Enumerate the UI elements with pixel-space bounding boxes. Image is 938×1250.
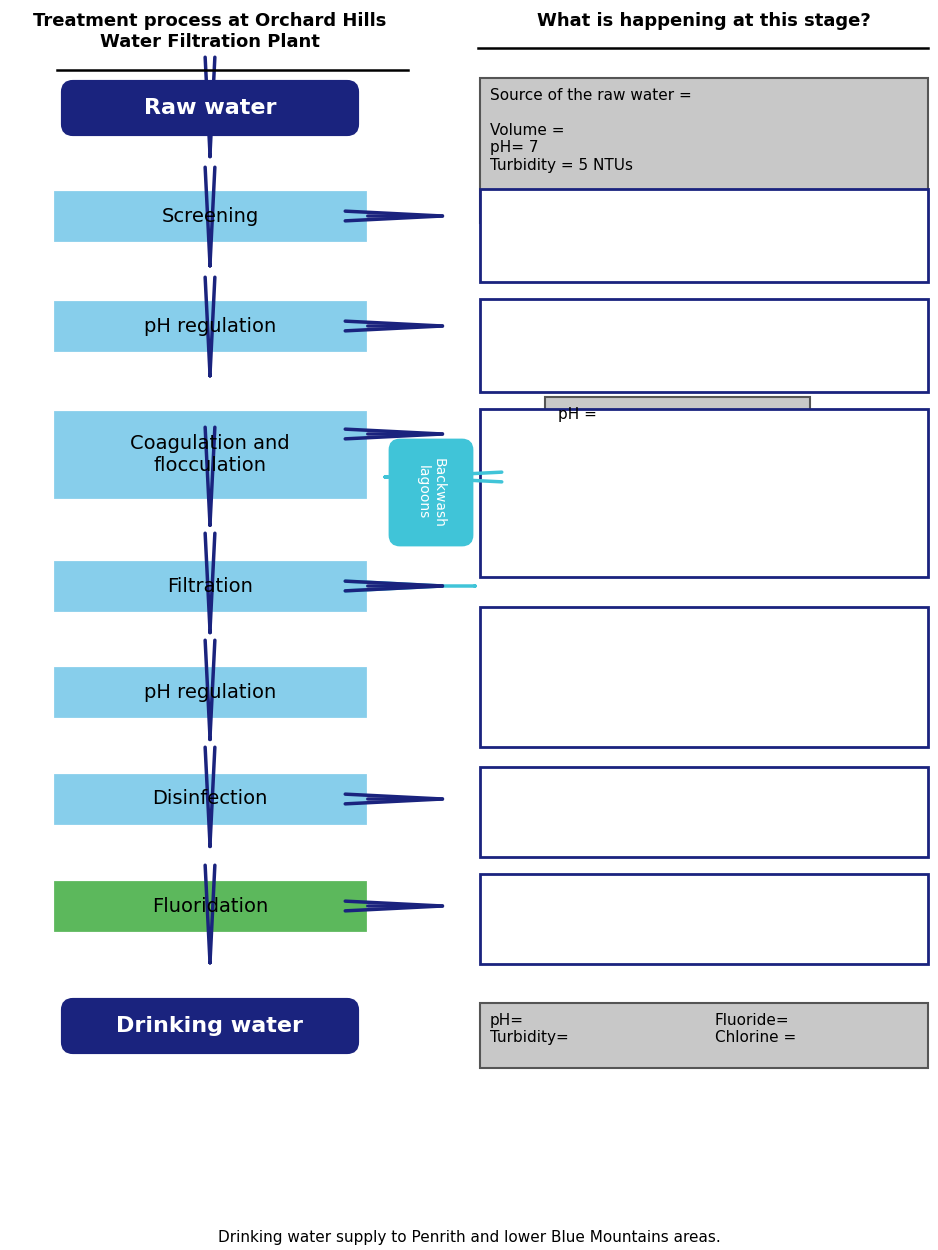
- Bar: [480, 409, 928, 578]
- Bar: [480, 189, 928, 282]
- Text: Backwash
lagoons: Backwash lagoons: [416, 458, 446, 528]
- Bar: [55, 775, 365, 822]
- FancyBboxPatch shape: [63, 1000, 357, 1052]
- Text: Fluoridation: Fluoridation: [152, 896, 268, 915]
- Text: Drinking water: Drinking water: [116, 1016, 304, 1036]
- Text: Fluoride=
Chlorine =: Fluoride= Chlorine =: [715, 1013, 796, 1045]
- Text: pH regulation: pH regulation: [144, 316, 276, 335]
- Bar: [55, 412, 365, 498]
- Text: Disinfection: Disinfection: [152, 790, 267, 809]
- Bar: [480, 608, 928, 748]
- Text: Source of the raw water =

Volume =
pH= 7
Turbidity = 5 NTUs: Source of the raw water = Volume = pH= 7…: [490, 88, 691, 172]
- Text: pH=
Turbidity=: pH= Turbidity=: [490, 1013, 568, 1045]
- Text: Filtration: Filtration: [167, 576, 253, 595]
- Text: Drinking water supply to Penrith and lower Blue Mountains areas.: Drinking water supply to Penrith and low…: [218, 1230, 720, 1245]
- Text: Coagulation and
flocculation: Coagulation and flocculation: [130, 434, 290, 475]
- Text: pH regulation: pH regulation: [144, 682, 276, 701]
- Bar: [480, 78, 928, 222]
- Bar: [55, 882, 365, 930]
- Text: What is happening at this stage?: What is happening at this stage?: [537, 12, 870, 30]
- Bar: [480, 1003, 928, 1068]
- Bar: [55, 192, 365, 240]
- FancyBboxPatch shape: [390, 440, 472, 545]
- Bar: [55, 302, 365, 350]
- Bar: [480, 874, 928, 964]
- Bar: [55, 668, 365, 716]
- Bar: [480, 299, 928, 392]
- Bar: [545, 398, 810, 432]
- Text: pH =: pH =: [558, 406, 597, 421]
- Bar: [480, 768, 928, 858]
- Text: Screening: Screening: [161, 206, 259, 225]
- Bar: [55, 562, 365, 610]
- FancyBboxPatch shape: [63, 82, 357, 134]
- Text: Raw water: Raw water: [144, 98, 277, 118]
- Text: Treatment process at Orchard Hills
Water Filtration Plant: Treatment process at Orchard Hills Water…: [34, 12, 386, 51]
